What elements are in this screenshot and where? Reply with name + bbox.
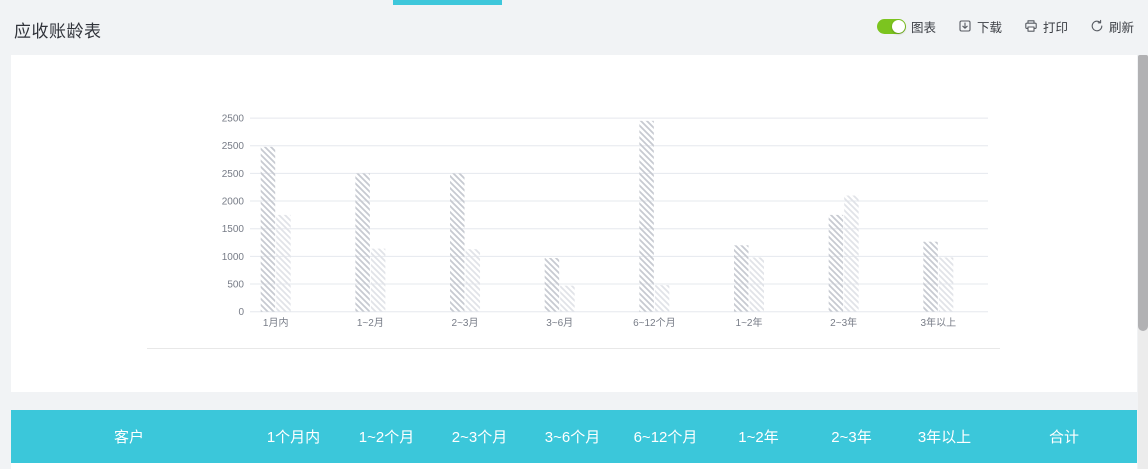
table-header-cell-8: 3年以上 (917, 429, 972, 446)
svg-text:1~2月: 1~2月 (357, 317, 384, 329)
chart-toggle-switch[interactable] (876, 18, 906, 34)
chart-toggle-control[interactable]: 图表 (876, 17, 936, 36)
svg-text:500: 500 (227, 280, 244, 291)
top-accent-bar (393, 0, 502, 5)
svg-text:2~3年: 2~3年 (830, 316, 857, 329)
svg-text:2500: 2500 (222, 169, 245, 180)
table-header-cell-6: 1~2年 (738, 429, 779, 446)
svg-text:2500: 2500 (222, 141, 245, 152)
vertical-scrollbar[interactable] (1138, 0, 1148, 469)
table-body (11, 463, 1137, 469)
table-header-cell-4: 3~6个月 (544, 429, 601, 446)
table-header-cell-7: 2~3年 (831, 429, 872, 446)
svg-text:1~2年: 1~2年 (736, 316, 763, 329)
svg-text:3年以上: 3年以上 (921, 316, 957, 329)
print-label: 打印 (1042, 20, 1068, 35)
table-header-cell-3: 2~3个月 (451, 429, 508, 446)
svg-text:1500: 1500 (222, 224, 245, 235)
svg-text:1月内: 1月内 (263, 316, 289, 329)
table-header-row: 客户 1个月内 1~2个月 2~3个月 3~6个月 6~12个月 1~2年 2~3年 3年以上 合… (11, 410, 1137, 463)
svg-text:2~3月: 2~3月 (452, 317, 479, 329)
table-header-cell-1: 1个月内 (266, 429, 321, 446)
refresh-icon (1090, 19, 1104, 33)
aging-bar-chart: 0 500 1000 1500 2000 2500 2500 2500 1月内 1~2月 2~3月 3… (147, 114, 1000, 349)
download-button[interactable]: 下载 (958, 17, 1002, 36)
svg-text:2500: 2500 (222, 114, 245, 125)
svg-text:6~12个月: 6~12个月 (633, 317, 676, 329)
toggle-knob-icon (891, 19, 905, 33)
chart-toggle-label: 图表 (910, 20, 936, 35)
svg-text:3~6月: 3~6月 (546, 317, 573, 329)
chart-card: 0 500 1000 1500 2000 2500 2500 2500 1月内 1~2月 2~3月 3… (11, 55, 1137, 392)
print-button[interactable]: 打印 (1024, 17, 1068, 36)
svg-text:1000: 1000 (222, 252, 245, 263)
table-header-cell-2: 1~2个月 (358, 429, 415, 446)
print-icon (1024, 19, 1038, 33)
refresh-label: 刷新 (1108, 20, 1134, 35)
page-title: 应收账龄表 (14, 22, 102, 41)
svg-text:2000: 2000 (222, 197, 245, 208)
table-header-cell-0: 客户 (113, 429, 144, 446)
download-label: 下载 (976, 20, 1002, 35)
download-icon (958, 19, 972, 33)
table-header-cell-9: 合计 (1048, 429, 1079, 446)
refresh-button[interactable]: 刷新 (1090, 17, 1134, 36)
scrollbar-thumb[interactable] (1138, 55, 1148, 331)
svg-text:0: 0 (238, 307, 244, 318)
toolbar: 图表 下载 打印 刷新 (876, 0, 1134, 52)
table-header-cell-5: 6~12个月 (633, 429, 698, 446)
